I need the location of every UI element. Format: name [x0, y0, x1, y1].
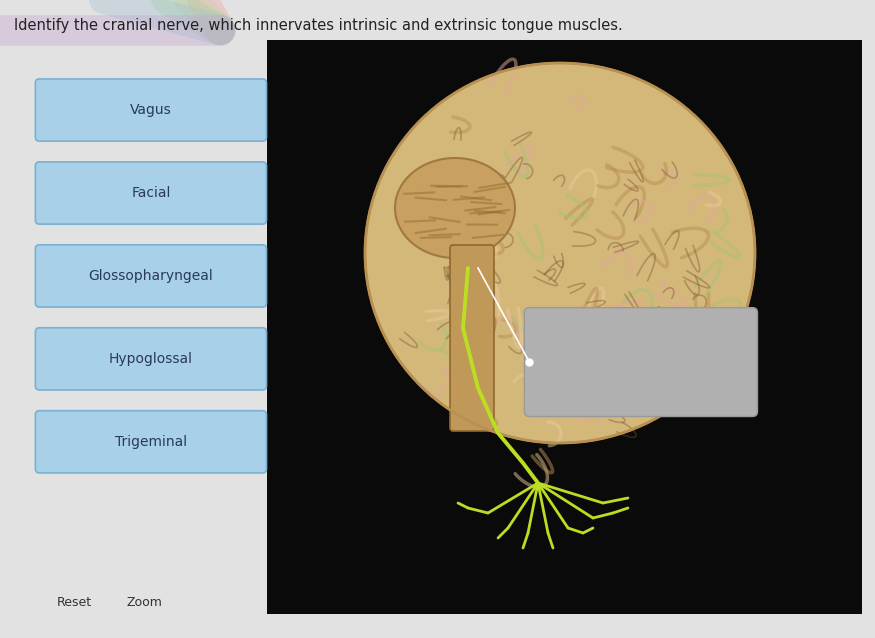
Text: Facial: Facial [131, 186, 171, 200]
FancyBboxPatch shape [35, 245, 267, 307]
FancyBboxPatch shape [35, 411, 267, 473]
Text: Trigeminal: Trigeminal [115, 435, 187, 449]
Text: Identify the cranial nerve, which innervates intrinsic and extrinsic tongue musc: Identify the cranial nerve, which innerv… [14, 18, 623, 33]
Text: Glossopharyngeal: Glossopharyngeal [88, 269, 214, 283]
Text: Vagus: Vagus [130, 103, 172, 117]
FancyBboxPatch shape [524, 308, 758, 417]
FancyBboxPatch shape [35, 79, 267, 141]
Text: Zoom: Zoom [127, 597, 163, 609]
Ellipse shape [395, 158, 515, 258]
Text: Hypoglossal: Hypoglossal [109, 352, 193, 366]
Text: Reset: Reset [57, 597, 92, 609]
Bar [267, 40, 862, 614]
FancyBboxPatch shape [35, 162, 267, 224]
FancyBboxPatch shape [35, 328, 267, 390]
FancyBboxPatch shape [450, 245, 494, 431]
Ellipse shape [365, 63, 755, 443]
